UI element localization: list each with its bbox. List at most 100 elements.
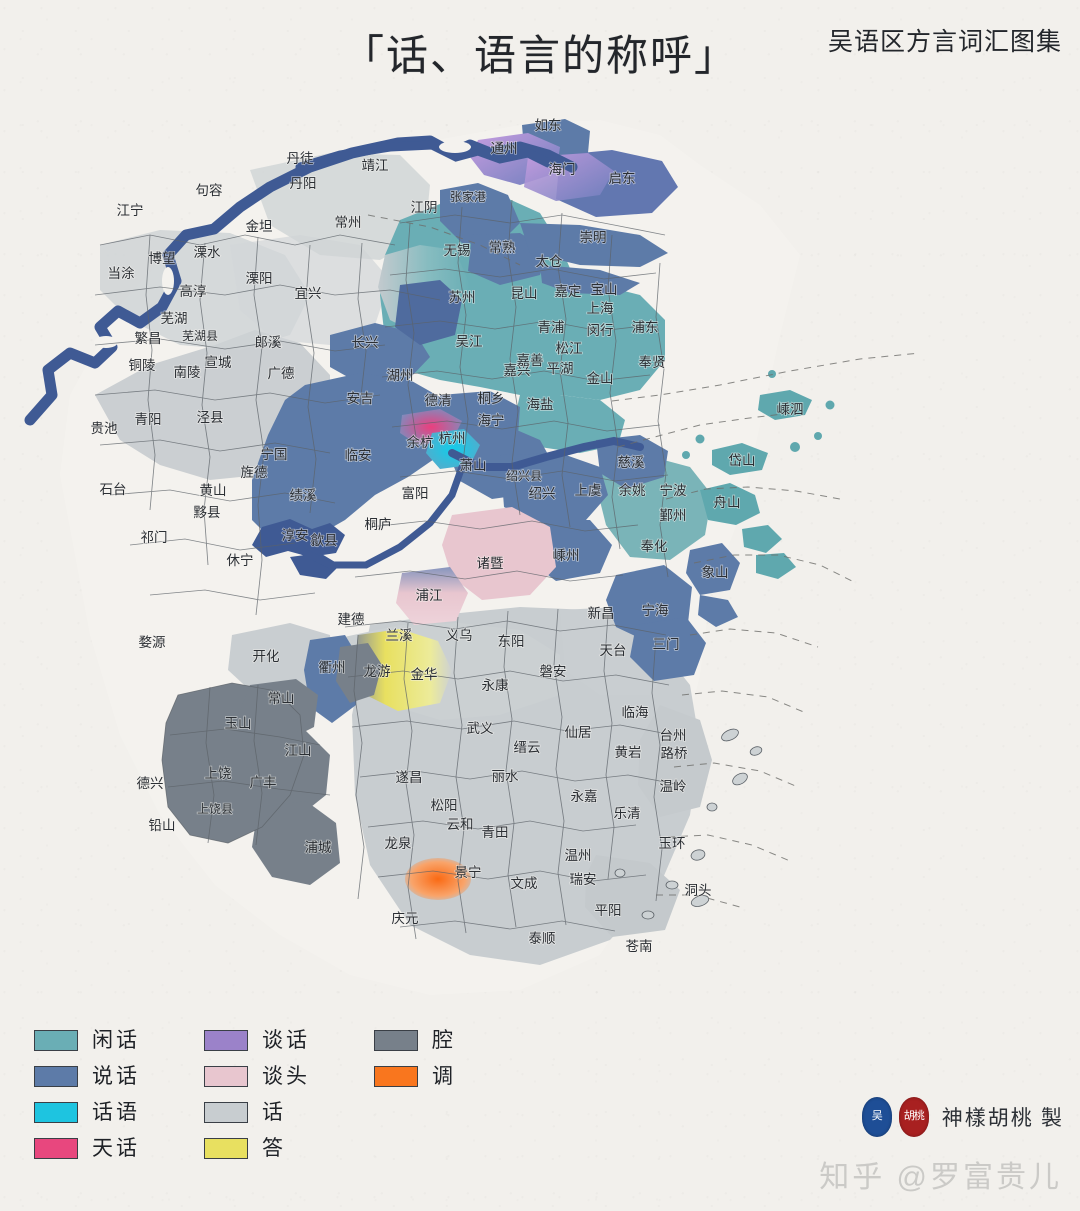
legend-item-4[interactable]: 谈头 xyxy=(204,1063,374,1088)
legend-swatch-0 xyxy=(34,1029,78,1051)
region-label: 金山 xyxy=(587,371,614,386)
region-label: 仙居 xyxy=(565,725,592,740)
legend: 闲话 谈话 腔 说话 谈头 调 话语 话 天话 答 xyxy=(34,1022,504,1182)
legend-label-7: 话 xyxy=(262,1099,286,1124)
region-label: 吴江 xyxy=(456,334,483,349)
region-label: 绩溪 xyxy=(290,488,317,503)
region-label: 黄岩 xyxy=(615,745,642,760)
region-label: 龙游 xyxy=(364,664,391,679)
region-label: 慈溪 xyxy=(618,455,646,470)
legend-item-8[interactable]: 天话 xyxy=(34,1135,204,1160)
region-label: 桐庐 xyxy=(365,517,392,532)
region-label: 旌德 xyxy=(241,465,268,480)
legend-item-3[interactable]: 说话 xyxy=(34,1065,204,1087)
legend-item-6[interactable]: 话语 xyxy=(34,1101,204,1123)
region-group-da xyxy=(354,629,452,711)
legend-swatch-4 xyxy=(204,1065,248,1087)
region-label: 无锡 xyxy=(444,243,471,258)
coastal-islets xyxy=(614,728,763,920)
legend-swatch-2 xyxy=(374,1029,418,1051)
region-label: 富阳 xyxy=(402,485,429,501)
region-label: 永嘉 xyxy=(571,789,598,804)
legend-item-5[interactable]: 调 xyxy=(374,1065,504,1087)
region-label: 衢州 xyxy=(319,659,346,675)
region-label: 通州 xyxy=(491,141,518,156)
legend-item-2[interactable]: 腔 xyxy=(374,1027,504,1052)
region-label: 溧水 xyxy=(194,245,221,260)
region-label: 萧山 xyxy=(460,458,487,473)
region-label: 长兴 xyxy=(352,335,379,350)
region-label: 常熟 xyxy=(489,240,517,255)
region-label: 绍兴县 xyxy=(506,469,542,483)
seal-red-icon: 胡桃 xyxy=(898,1097,929,1137)
legend-label-4: 谈头 xyxy=(262,1063,310,1088)
region-label: 永康 xyxy=(482,677,509,693)
region-label: 绍兴 xyxy=(529,486,556,501)
region-label: 嘉定 xyxy=(555,284,582,299)
region-label: 歙县 xyxy=(311,532,338,548)
region-label: 芜湖 xyxy=(161,311,188,326)
legend-item-1[interactable]: 谈话 xyxy=(204,1029,374,1051)
region-label: 嘉善 xyxy=(517,353,544,368)
region-label: 金坦 xyxy=(246,219,273,234)
region-label: 江山 xyxy=(285,743,312,758)
region-label: 当涂 xyxy=(108,266,135,281)
yangtze-river xyxy=(24,135,644,579)
region-label: 太仓 xyxy=(536,254,564,269)
region-label: 浦东 xyxy=(632,320,659,335)
legend-label-0: 闲话 xyxy=(92,1027,140,1052)
region-label: 新昌 xyxy=(588,606,615,621)
region-label: 常州 xyxy=(335,215,362,230)
region-label: 德清 xyxy=(425,393,452,408)
region-label: 上虞 xyxy=(575,483,602,498)
region-label: 繁昌 xyxy=(135,331,162,346)
credit-text: 神樣胡桃 製 xyxy=(941,1106,1064,1130)
region-label: 余姚 xyxy=(619,482,647,498)
region-label: 浦江 xyxy=(416,588,443,603)
region-label: 乐清 xyxy=(614,806,641,821)
region-label: 宁国 xyxy=(261,446,288,462)
map-header: 「话、语言的称呼」 吴语区方言词汇图集 xyxy=(0,0,1080,110)
region-label: 昆山 xyxy=(511,286,538,301)
region-label: 江阴 xyxy=(411,200,438,215)
region-label: 崇明 xyxy=(580,230,607,245)
region-label: 苍南 xyxy=(626,939,653,954)
region-label: 靖江 xyxy=(362,158,389,173)
region-label: 青浦 xyxy=(538,320,565,335)
series-title: 吴语区方言词汇图集 xyxy=(827,29,1062,56)
legend-label-9: 答 xyxy=(262,1135,286,1160)
region-label: 庆元 xyxy=(392,911,419,926)
legend-swatch-1 xyxy=(204,1029,248,1051)
region-label: 天台 xyxy=(600,643,627,658)
region-label: 闵行 xyxy=(587,323,614,338)
region-label: 常山 xyxy=(268,691,295,706)
page-title: 「话、语言的称呼」 xyxy=(341,34,738,80)
region-label: 丹阳 xyxy=(290,176,317,191)
region-label: 温岭 xyxy=(660,779,687,794)
legend-item-7[interactable]: 话 xyxy=(204,1099,374,1124)
county-boundaries xyxy=(94,199,682,940)
legend-item-9[interactable]: 答 xyxy=(204,1135,374,1160)
region-label: 广丰 xyxy=(250,775,277,790)
legend-label-8: 天话 xyxy=(92,1135,140,1160)
credit-block: 吴 胡桃 神樣胡桃 製 xyxy=(861,1095,1064,1139)
region-label: 安吉 xyxy=(347,391,374,406)
legend-item-0[interactable]: 闲话 xyxy=(34,1027,204,1052)
seal-blue-icon: 吴 xyxy=(861,1097,892,1137)
region-label: 博望 xyxy=(149,250,176,266)
region-label: 洞头 xyxy=(685,883,712,898)
region-label: 铅山 xyxy=(149,818,176,833)
region-label: 东阳 xyxy=(498,634,525,649)
region-label: 宜兴 xyxy=(295,286,322,301)
region-label: 鄞州 xyxy=(660,508,687,523)
dialect-map: 江宁 句容 丹徒 丹阳 金坦 常州 靖江 江阴 张家港 无锡 常熟 太仓 苏州 昆山 嘉定 宝山 上海 闵行 浦东青… xyxy=(0,95,1080,1025)
region-label: 象山 xyxy=(702,565,729,580)
region-group-xianhua xyxy=(378,195,835,579)
region-group-tantou xyxy=(396,507,556,625)
region-label: 松阳 xyxy=(431,798,458,813)
legend-label-2: 腔 xyxy=(432,1027,456,1052)
region-group-shuohua xyxy=(252,119,740,723)
region-label: 嵊州 xyxy=(553,548,580,563)
